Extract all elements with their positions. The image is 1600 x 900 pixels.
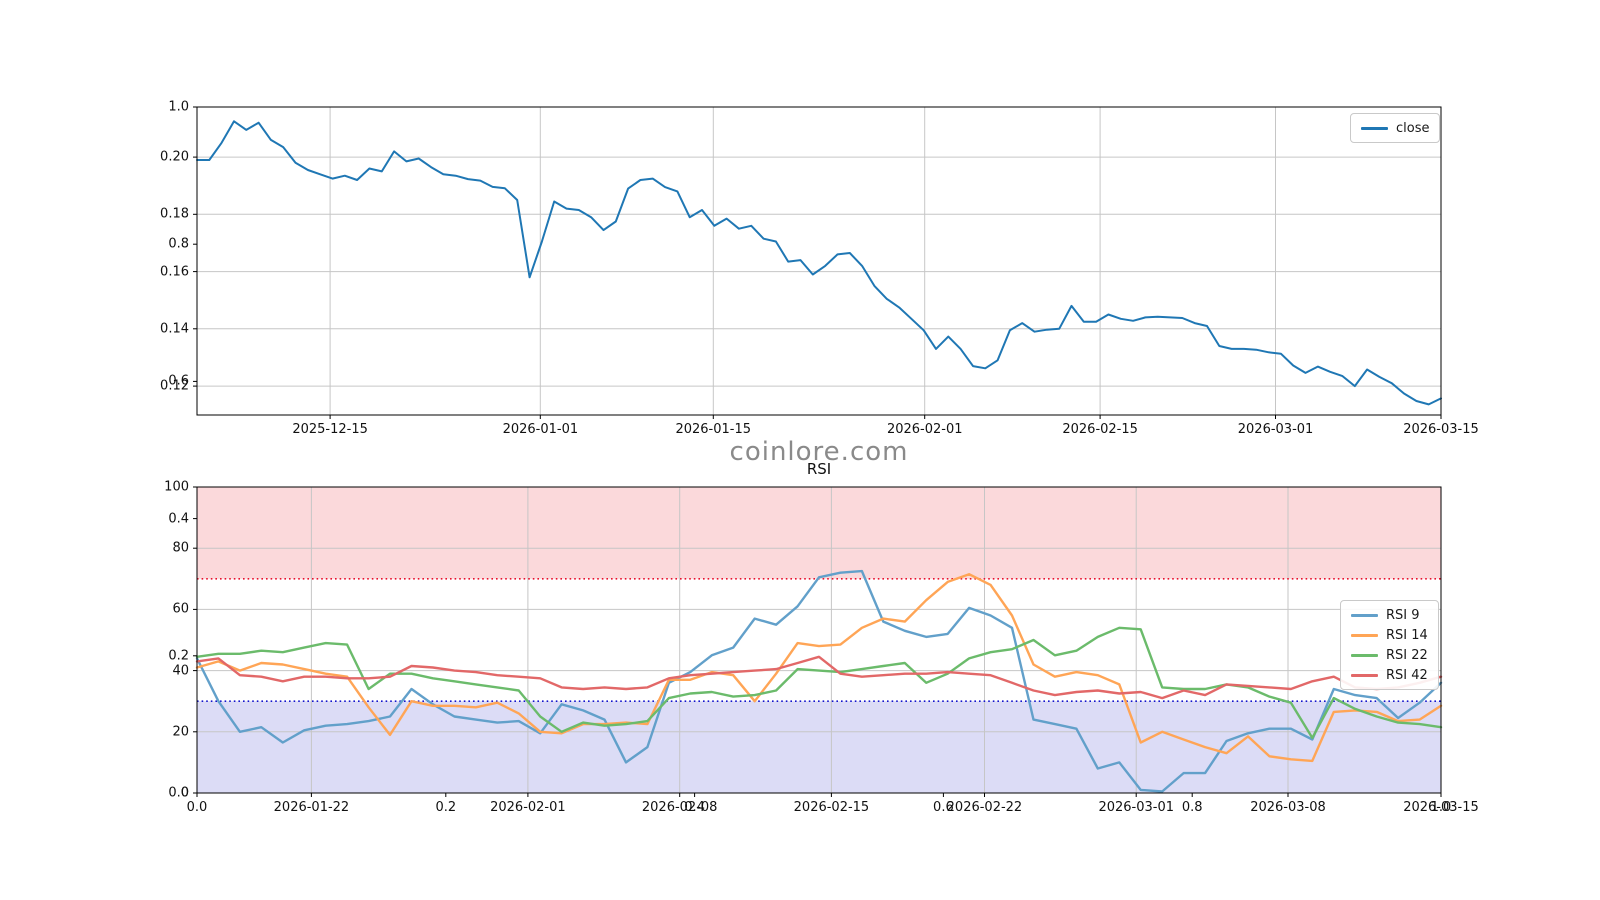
legend-label: close — [1396, 120, 1430, 136]
rsi-band — [197, 487, 1441, 579]
rsi-x-tick-label: 2026-03-01 — [1098, 800, 1174, 815]
price-axes-frame — [196, 106, 1442, 416]
legend-line-sample — [1351, 633, 1378, 637]
legend-line-sample — [1361, 126, 1388, 130]
legend-label: RSI 42 — [1386, 667, 1428, 683]
price-x-tick-label: 2026-03-15 — [1403, 422, 1479, 437]
rsi-y-tick-label: 80 — [172, 540, 189, 556]
price-x-tick-label: 2026-03-01 — [1237, 422, 1314, 437]
watermark: coinlore.com — [729, 437, 909, 467]
legend-item-rsi-14: RSI 14 — [1351, 625, 1428, 645]
rsi-y-tick-label: 20 — [172, 724, 189, 740]
price-x-tick-label: 2026-01-01 — [502, 422, 579, 437]
price-y-tick-label: 0.18 — [160, 206, 189, 222]
overlay-y-tick-label: 0.6 — [168, 373, 189, 389]
rsi-x-tick-label: 2026-03-15 — [1403, 800, 1479, 815]
rsi-band — [197, 701, 1441, 793]
price-y-tick-label: 0.16 — [160, 264, 189, 280]
legend-label: RSI 22 — [1386, 647, 1428, 663]
overlay-y-tick-label: 0.8 — [168, 236, 189, 252]
price-y-tick-label: 0.14 — [160, 321, 189, 337]
overlay-x-tick-label: 0.4 — [684, 800, 705, 815]
rsi-x-tick-label: 2026-03-08 — [1250, 800, 1326, 815]
series-rsi-42 — [195, 655, 1443, 700]
overlay-y-tick-label: 0.4 — [168, 511, 189, 527]
price-x-tick-label: 2025-12-15 — [292, 422, 368, 437]
rsi-x-tick-label: 2026-01-22 — [273, 800, 350, 815]
overlay-y-tick-label: 0.2 — [168, 648, 189, 664]
price-y-tick-label: 0.20 — [160, 149, 189, 165]
series-rsi-14 — [195, 573, 1443, 763]
overlay-y-tick-label: 1.0 — [168, 99, 189, 115]
legend-label: RSI 9 — [1386, 607, 1420, 623]
legend-label: RSI 14 — [1386, 627, 1428, 643]
rsi-y-tick-label: 0 — [180, 785, 189, 801]
rsi-y-tick-label: 60 — [172, 601, 189, 617]
price-x-tick-label: 2026-02-01 — [886, 422, 963, 437]
rsi-x-tick-label: 2026-02-15 — [793, 800, 870, 815]
price-legend: close — [1350, 113, 1441, 143]
rsi-x-tick-label: 2026-02-08 — [641, 800, 718, 815]
rsi-y-tick-label: 40 — [172, 663, 189, 679]
rsi-chart-title: RSI — [806, 460, 832, 478]
legend-item-rsi-22: RSI 22 — [1351, 645, 1428, 665]
overlay-x-tick-label: 0.6 — [933, 800, 954, 815]
price-y-tick-label: 0.12 — [160, 378, 189, 394]
series-rsi-9 — [195, 569, 1443, 793]
price-x-tick-label: 2026-01-15 — [675, 422, 752, 437]
legend-item-rsi-9: RSI 9 — [1351, 605, 1428, 625]
price-x-tick-label: 2026-02-15 — [1062, 422, 1138, 437]
legend-line-sample — [1351, 613, 1378, 617]
rsi-x-tick-label: 2026-02-01 — [490, 800, 566, 815]
rsi-y-tick-label: 100 — [164, 479, 189, 495]
overlay-x-tick-label: 1.0 — [1430, 800, 1452, 815]
legend-item-close: close — [1361, 118, 1429, 138]
rsi-legend: RSI 9 RSI 14 RSI 22 RSI 42 — [1340, 600, 1439, 690]
overlay-x-tick-label: 0.0 — [186, 800, 208, 815]
overlay-x-tick-label: 0.2 — [435, 800, 457, 815]
overlay-x-tick-label: 0.8 — [1181, 800, 1203, 815]
rsi-axes-frame — [196, 486, 1442, 794]
legend-line-sample — [1351, 653, 1378, 657]
series-close — [196, 120, 1442, 406]
legend-item-rsi-42: RSI 42 — [1351, 665, 1428, 685]
overlay-y-tick-label: 0.0 — [168, 785, 189, 801]
rsi-x-tick-label: 2026-02-22 — [946, 800, 1023, 815]
legend-line-sample — [1351, 673, 1378, 677]
